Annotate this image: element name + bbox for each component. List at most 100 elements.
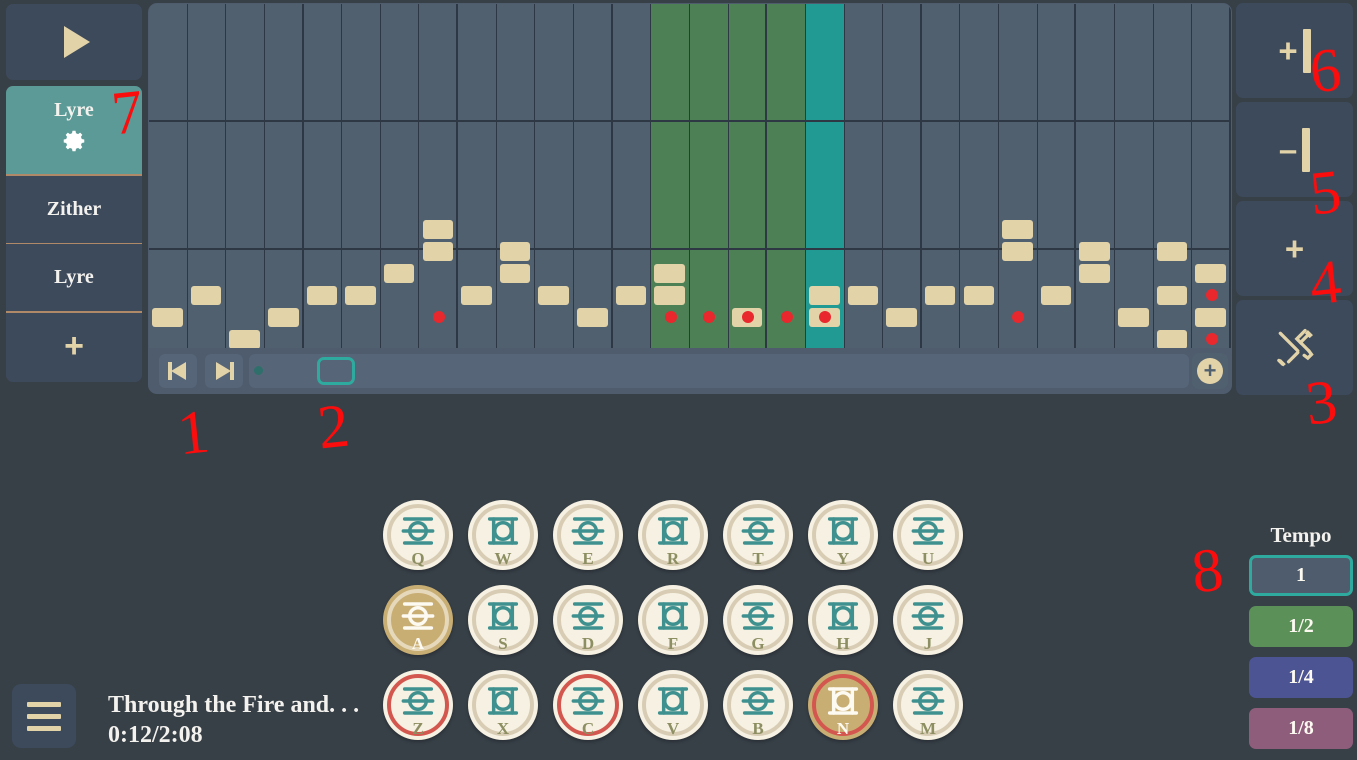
note-grid[interactable] (149, 4, 1231, 348)
note-block[interactable] (422, 220, 454, 239)
timeline-scrollbar[interactable] (249, 354, 1189, 388)
instrument-item-zither-1[interactable]: Zither (6, 176, 142, 243)
note-block[interactable] (345, 286, 376, 305)
grid-column[interactable] (265, 4, 304, 348)
keyboard-key-x[interactable]: X (468, 670, 538, 740)
instrument-item-lyre-2[interactable]: Lyre (6, 244, 142, 311)
grid-column[interactable] (458, 4, 497, 348)
note-block[interactable] (422, 242, 454, 261)
keyboard-key-c[interactable]: C (553, 670, 623, 740)
grid-column[interactable] (613, 4, 652, 348)
note-block[interactable] (1002, 220, 1033, 239)
note-marker-dot[interactable] (1205, 333, 1218, 345)
note-block[interactable] (963, 286, 995, 305)
note-block[interactable] (383, 264, 415, 283)
grid-column[interactable] (381, 4, 420, 348)
note-marker-dot[interactable] (780, 311, 793, 323)
grid-column[interactable] (342, 4, 381, 348)
grid-column[interactable] (497, 4, 536, 348)
note-block[interactable] (190, 286, 222, 305)
grid-column[interactable] (961, 4, 1000, 348)
note-block[interactable] (1002, 242, 1033, 261)
zoom-in-button[interactable]: + (1192, 353, 1228, 389)
grid-column[interactable] (304, 4, 343, 348)
keyboard-key-t[interactable]: T (723, 500, 793, 570)
note-block[interactable] (1118, 308, 1149, 327)
play-button[interactable] (6, 4, 142, 80)
keyboard-key-s[interactable]: S (468, 585, 538, 655)
keyboard-key-m[interactable]: M (893, 670, 963, 740)
note-block[interactable] (1079, 264, 1111, 283)
timeline-scroll-handle[interactable] (317, 357, 355, 385)
note-block[interactable] (229, 330, 260, 348)
grid-column[interactable] (922, 4, 961, 348)
note-block[interactable] (499, 264, 531, 283)
grid-column[interactable] (1115, 4, 1154, 348)
note-block[interactable] (1156, 330, 1188, 348)
note-block[interactable] (1156, 242, 1188, 261)
tempo-option-2[interactable]: 1/4 (1249, 657, 1353, 698)
settings-button[interactable] (1236, 300, 1353, 395)
keyboard-key-b[interactable]: B (723, 670, 793, 740)
add-bar-button[interactable]: + (1236, 3, 1353, 98)
note-block[interactable] (886, 308, 917, 327)
note-block[interactable] (615, 286, 647, 305)
note-marker-dot[interactable] (432, 311, 445, 323)
note-marker-dot[interactable] (1205, 289, 1218, 301)
note-marker-dot[interactable] (819, 311, 832, 323)
tempo-option-1[interactable]: 1/2 (1249, 606, 1353, 647)
grid-column[interactable] (883, 4, 922, 348)
grid-column[interactable] (845, 4, 884, 348)
keyboard-key-r[interactable]: R (638, 500, 708, 570)
note-block[interactable] (654, 286, 685, 305)
add-button[interactable]: + (1236, 201, 1353, 296)
note-block[interactable] (1079, 242, 1111, 261)
grid-column[interactable] (728, 4, 768, 348)
grid-column[interactable] (420, 4, 459, 348)
note-block[interactable] (1040, 286, 1072, 305)
remove-bar-button[interactable]: – (1236, 102, 1353, 197)
keyboard-key-u[interactable]: U (893, 500, 963, 570)
note-block[interactable] (1156, 286, 1188, 305)
keyboard-key-a[interactable]: A (383, 585, 453, 655)
grid-column[interactable] (226, 4, 265, 348)
keyboard-key-h[interactable]: H (808, 585, 878, 655)
note-block[interactable] (306, 286, 338, 305)
grid-column[interactable] (574, 4, 613, 348)
skip-to-start-button[interactable] (159, 354, 197, 388)
keyboard-key-z[interactable]: Z (383, 670, 453, 740)
add-instrument-button[interactable]: + (6, 313, 142, 380)
grid-column[interactable] (1154, 4, 1193, 348)
note-marker-dot[interactable] (741, 311, 754, 323)
keyboard-key-y[interactable]: Y (808, 500, 878, 570)
gear-icon[interactable] (61, 129, 87, 161)
grid-column[interactable] (535, 4, 575, 348)
note-marker-dot[interactable] (1012, 311, 1025, 323)
note-block[interactable] (654, 264, 685, 283)
keyboard-key-n[interactable]: N (808, 670, 878, 740)
grid-column[interactable] (149, 4, 188, 348)
keyboard-key-v[interactable]: V (638, 670, 708, 740)
grid-column[interactable] (1076, 4, 1116, 348)
keyboard-key-w[interactable]: W (468, 500, 538, 570)
menu-button[interactable] (12, 684, 76, 748)
keyboard-key-e[interactable]: E (553, 500, 623, 570)
skip-to-end-button[interactable] (205, 354, 243, 388)
note-block[interactable] (1195, 264, 1226, 283)
keyboard-key-d[interactable]: D (553, 585, 623, 655)
note-block[interactable] (267, 308, 299, 327)
grid-column[interactable] (690, 4, 729, 348)
grid-column[interactable] (767, 4, 806, 348)
note-block[interactable] (538, 286, 570, 305)
note-block[interactable] (499, 242, 531, 261)
grid-column[interactable] (1038, 4, 1077, 348)
keyboard-key-f[interactable]: F (638, 585, 708, 655)
grid-column[interactable] (999, 4, 1038, 348)
note-marker-dot[interactable] (703, 311, 716, 323)
note-block[interactable] (924, 286, 956, 305)
grid-column[interactable] (188, 4, 227, 348)
note-block[interactable] (847, 286, 879, 305)
keyboard-key-j[interactable]: J (893, 585, 963, 655)
tempo-option-3[interactable]: 1/8 (1249, 708, 1353, 749)
tempo-option-0[interactable]: 1 (1249, 555, 1353, 596)
